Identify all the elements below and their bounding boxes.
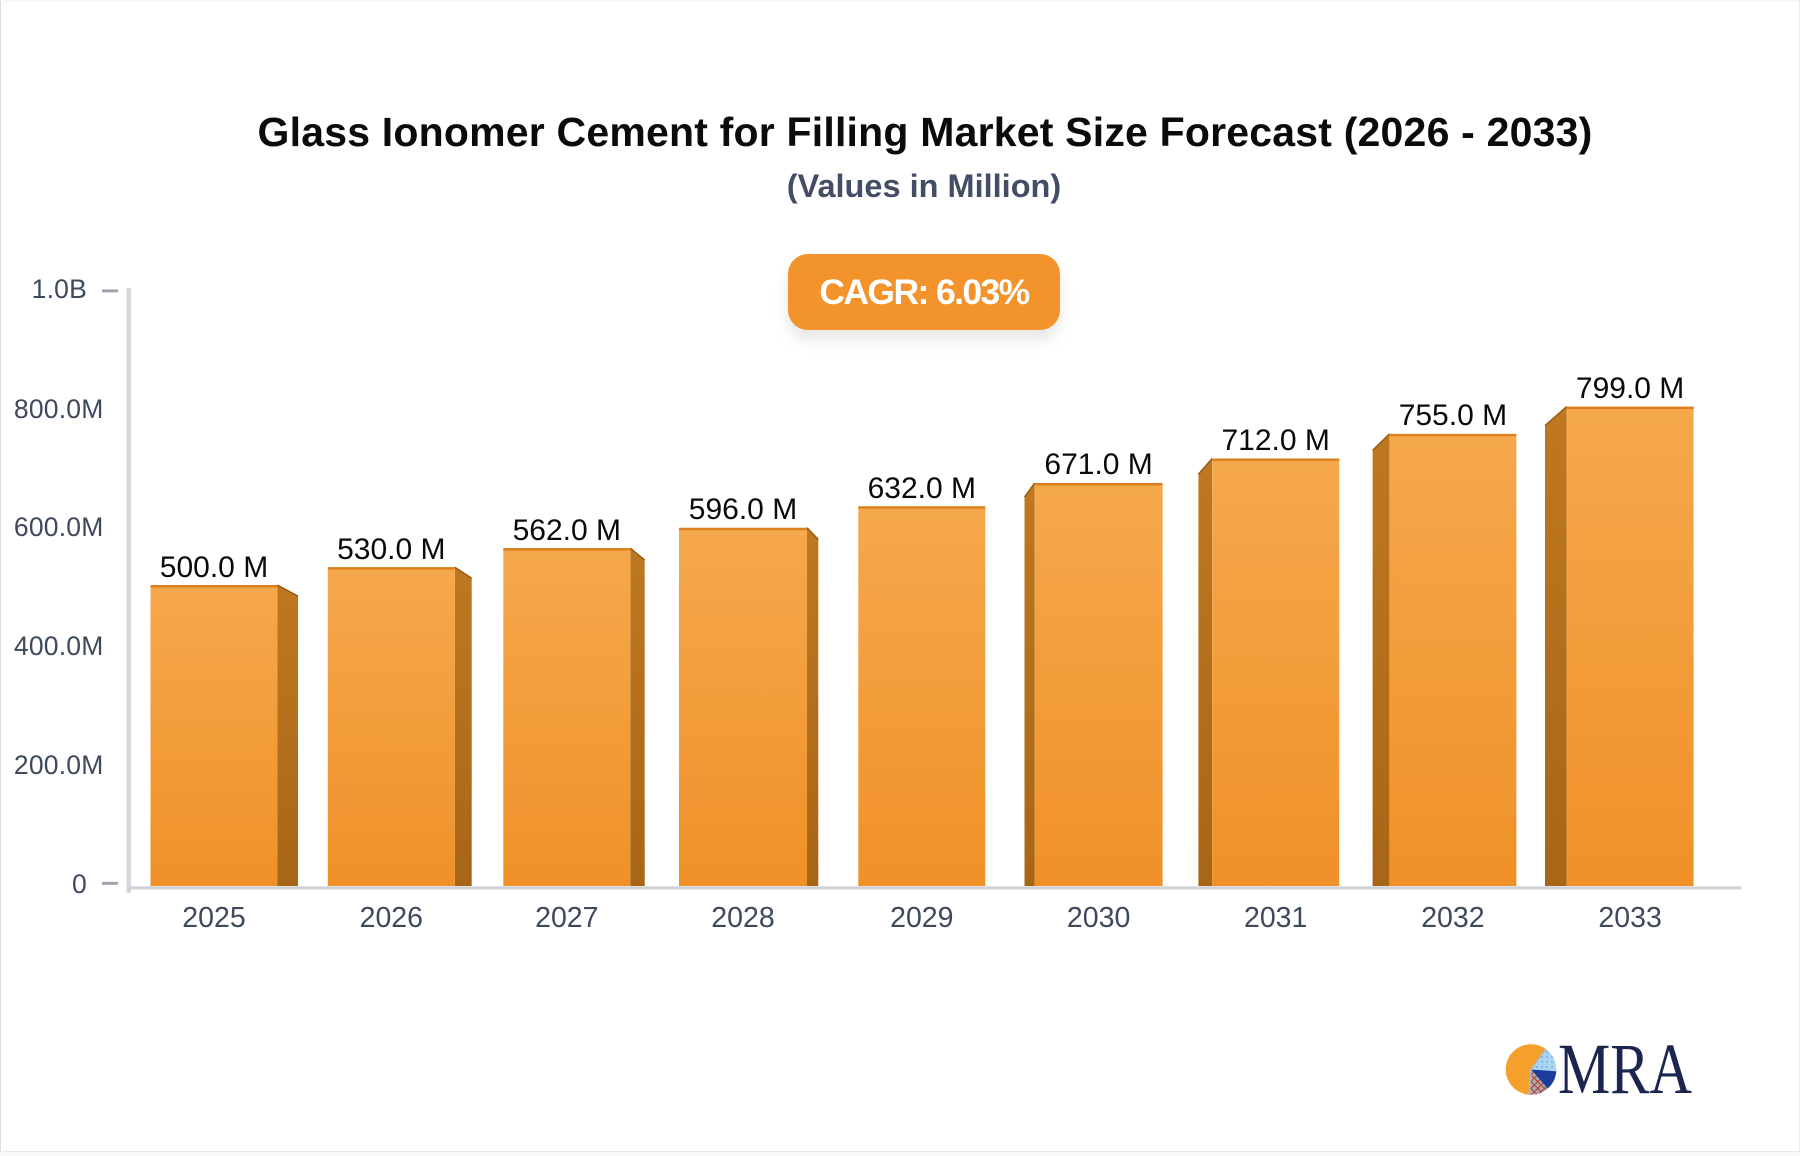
svg-text:MRA: MRA xyxy=(1558,1030,1692,1109)
